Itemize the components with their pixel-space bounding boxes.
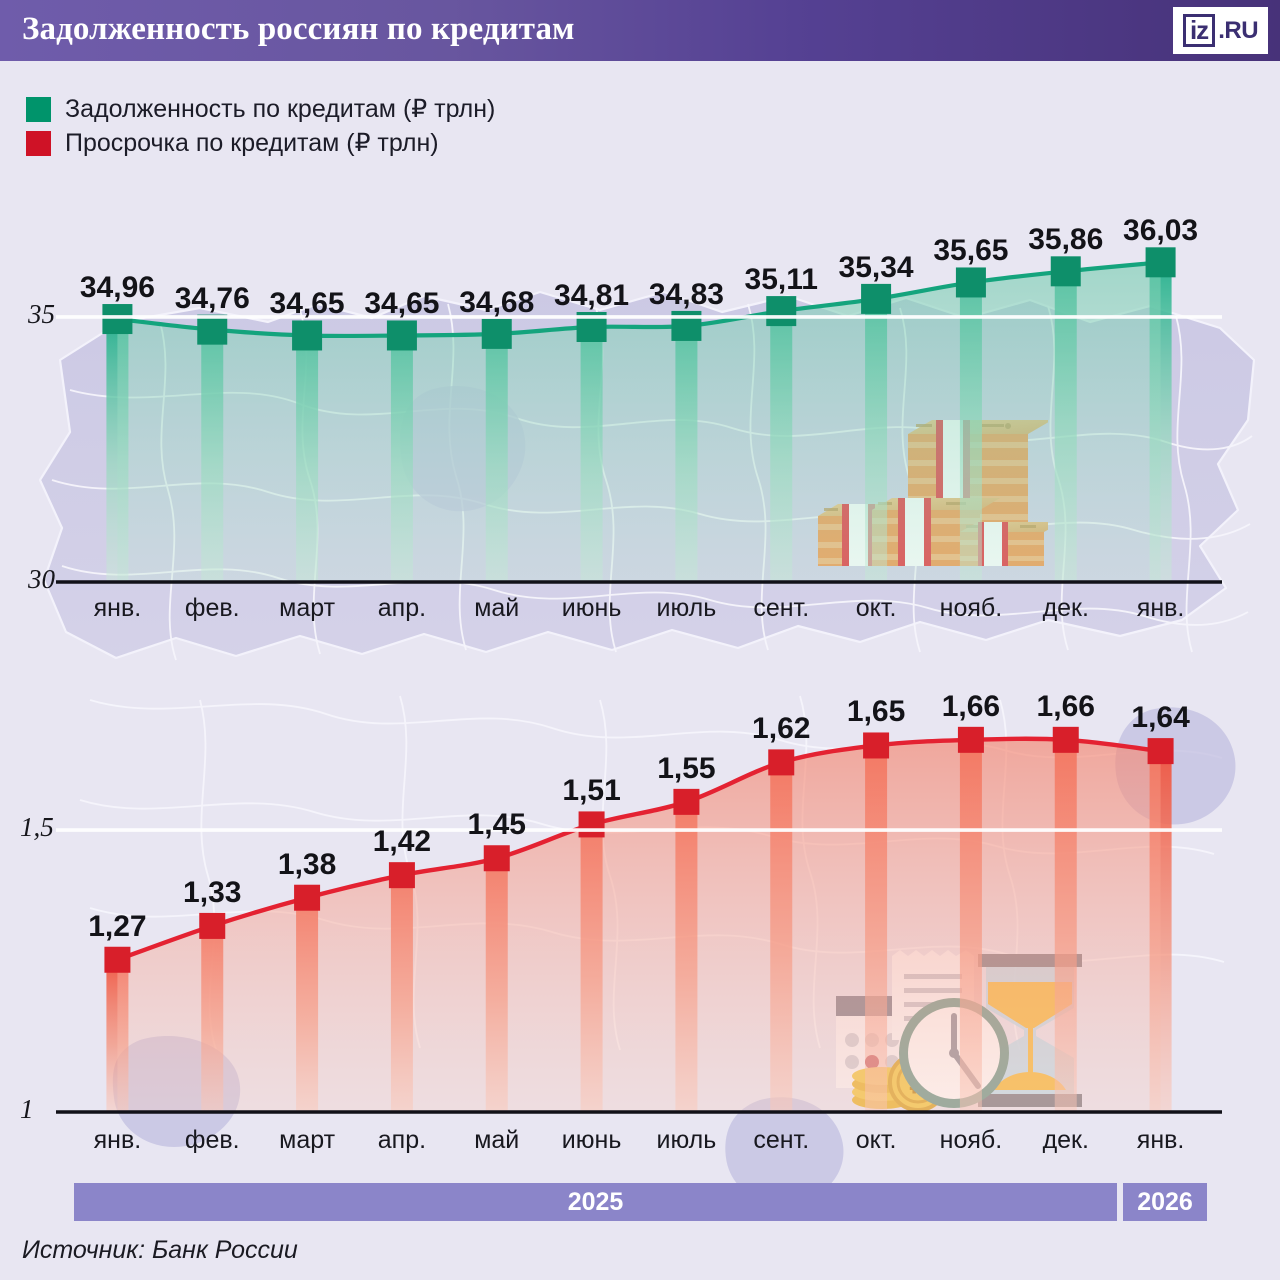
data-point-marker [955, 267, 986, 298]
data-point-marker [292, 320, 323, 351]
header-bar: Задолженность россиян по кредитам iz .RU [0, 0, 1280, 61]
value-label: 1,33 [183, 875, 242, 909]
month-label: дек. [1042, 1126, 1089, 1154]
month-label: янв. [93, 594, 142, 622]
value-label: 34,83 [648, 277, 724, 311]
debt-chart: 34,96 34,76 34,65 34,65 34,68 34,81 34,83 35,11… [0, 170, 1280, 630]
month-label: фев. [184, 1126, 240, 1154]
month-label: май [474, 1126, 520, 1154]
data-point-marker [673, 788, 700, 815]
month-label: май [474, 594, 520, 622]
data-point-marker [863, 732, 890, 759]
page-title: Задолженность россиян по кредитам [22, 11, 575, 47]
month-label: апр. [377, 594, 427, 622]
y-axis-tick: 1,5 [20, 812, 54, 843]
value-label: 34,65 [364, 287, 440, 321]
legend-swatch-debt [26, 96, 51, 122]
value-label: 34,96 [79, 271, 155, 305]
value-label: 1,55 [657, 751, 716, 785]
legend-swatch-overdue [26, 130, 51, 156]
data-point-marker [768, 749, 795, 776]
overdue-chart: 1,27 1,33 1,38 1,42 1,45 1,51 1,55 1,62 1,65 1,66… [0, 640, 1280, 1180]
value-label: 1,64 [1131, 701, 1190, 735]
logo-iz-text: iz [1189, 15, 1209, 45]
y-axis-tick: 35 [28, 298, 55, 329]
month-label: нояб. [939, 594, 1003, 622]
value-label: 1,65 [846, 695, 906, 729]
value-label: 1,51 [562, 774, 621, 808]
month-label: окт. [855, 594, 897, 622]
month-label: янв. [1136, 1126, 1185, 1154]
izru-logo[interactable]: iz .RU [1173, 7, 1268, 54]
month-label: март [279, 594, 336, 622]
month-label: дек. [1042, 594, 1089, 622]
data-point-marker [102, 304, 133, 335]
data-point-marker [1147, 738, 1174, 765]
month-label: июль [656, 1126, 717, 1154]
data-point-marker [294, 884, 321, 911]
data-point-marker [386, 320, 417, 351]
year-cell-2026: 2026 [1123, 1183, 1207, 1221]
month-label: июль [656, 594, 717, 622]
value-label: 34,65 [269, 287, 345, 321]
value-label: 34,76 [174, 281, 250, 315]
data-point-marker [578, 811, 605, 838]
data-point-marker [1145, 247, 1176, 278]
data-point-marker [481, 318, 512, 349]
logo-ru-text: .RU [1218, 16, 1259, 44]
legend-item-debt: Задолженность по кредитам (₽ трлн) [26, 92, 495, 126]
month-label: окт. [855, 1126, 897, 1154]
month-label: март [279, 1126, 336, 1154]
data-point-marker [1050, 256, 1081, 287]
legend-label-overdue: Просрочка по кредитам (₽ трлн) [65, 129, 439, 157]
value-label: 35,86 [1028, 223, 1104, 257]
data-point-marker [861, 283, 892, 314]
data-point-marker [483, 845, 510, 872]
chart-legend: Задолженность по кредитам (₽ трлн) Проср… [26, 92, 495, 160]
value-label: 1,27 [88, 909, 147, 943]
month-label: июнь [561, 1126, 622, 1154]
y-axis-tick: 1 [20, 1094, 34, 1124]
month-label: фев. [184, 594, 240, 622]
month-label: янв. [1136, 594, 1185, 622]
month-label: сент. [753, 1126, 810, 1154]
value-label: 1,42 [372, 825, 432, 859]
value-label: 1,66 [1036, 689, 1095, 723]
logo-box: iz [1182, 14, 1216, 47]
legend-item-overdue: Просрочка по кредитам (₽ трлн) [26, 126, 495, 160]
value-label: 1,66 [941, 689, 1001, 723]
data-point-marker [199, 912, 226, 939]
month-label: сент. [753, 594, 810, 622]
value-label: 35,34 [838, 250, 914, 284]
value-label: 34,81 [554, 278, 630, 312]
value-label: 35,65 [933, 234, 1009, 268]
value-label: 1,45 [467, 808, 526, 842]
source-note: Источник: Банк России [22, 1236, 298, 1264]
month-label: янв. [93, 1126, 142, 1154]
value-label: 1,62 [752, 712, 811, 746]
y-axis-tick: 30 [28, 564, 55, 594]
data-point-marker [197, 314, 228, 345]
month-label: апр. [377, 1126, 427, 1154]
month-label: нояб. [939, 1126, 1003, 1154]
value-label: 35,11 [744, 263, 818, 297]
data-point-marker [766, 296, 797, 327]
data-point-marker [388, 862, 415, 889]
value-label: 1,38 [277, 847, 337, 881]
data-point-marker [1052, 726, 1079, 753]
data-point-marker [957, 726, 984, 753]
data-point-marker [104, 946, 131, 973]
value-label: 36,03 [1123, 214, 1199, 248]
month-label: июнь [561, 594, 622, 622]
value-label: 34,68 [459, 285, 535, 319]
year-cell-2025: 2025 [74, 1183, 1117, 1221]
year-timeline: 2025 2026 [74, 1183, 1207, 1221]
legend-label-debt: Задолженность по кредитам (₽ трлн) [65, 95, 496, 123]
